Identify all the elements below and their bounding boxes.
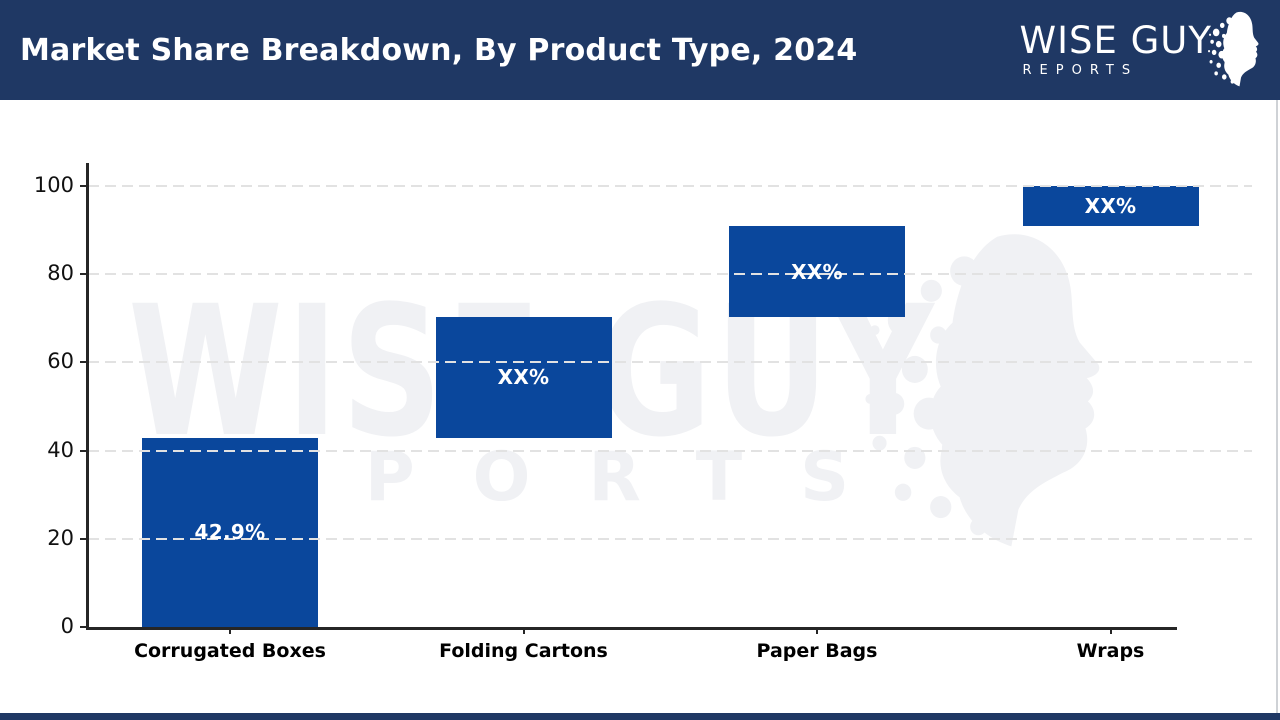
- page-title: Market Share Breakdown, By Product Type,…: [20, 32, 858, 68]
- gridline: [88, 273, 1252, 276]
- x-tick-mark: [522, 627, 525, 634]
- brand-name: WISE GUY: [1019, 19, 1212, 63]
- x-category-label: Wraps: [1076, 640, 1145, 662]
- x-tick-mark: [229, 627, 231, 634]
- header-bar: Market Share Breakdown, By Product Type,…: [0, 0, 1280, 100]
- gridline: [88, 361, 1252, 364]
- y-tick-mark: [80, 626, 88, 628]
- bar-value-label: XX%: [497, 365, 550, 390]
- y-axis-line: [86, 163, 89, 630]
- x-category-label: Corrugated Boxes: [134, 640, 326, 662]
- bar-segment: [1022, 186, 1199, 227]
- x-category-label: Folding Cartons: [439, 640, 608, 662]
- brand-subtitle: REPORTS: [1022, 62, 1139, 78]
- gridline: [88, 185, 1252, 187]
- y-tick-mark: [80, 185, 88, 187]
- bar-value-label: 42.9%: [194, 520, 266, 545]
- watermark-face-icon: [865, 234, 1100, 547]
- y-tick-mark: [80, 273, 88, 276]
- brand-face-icon: [1208, 11, 1259, 87]
- y-tick-label: 80: [47, 261, 74, 286]
- x-tick-mark: [816, 627, 818, 634]
- gridline: [88, 537, 1252, 540]
- footer-bar: [0, 713, 1280, 720]
- bar-value-label: XX%: [1084, 194, 1137, 219]
- y-tick-label: 100: [33, 173, 74, 197]
- y-tick-label: 0: [60, 614, 74, 638]
- y-tick-label: 40: [47, 437, 74, 462]
- bar-segment: [142, 437, 318, 627]
- bar-value-label: XX%: [791, 259, 843, 284]
- y-tick-mark: [80, 449, 88, 452]
- y-tick-label: 20: [47, 525, 74, 550]
- y-tick-mark: [80, 537, 88, 540]
- brand-logo: WISE GUY REPORTS: [1020, 6, 1272, 94]
- gridline: [88, 449, 1252, 452]
- y-tick-label: 60: [47, 349, 74, 374]
- bar-segment: [729, 226, 905, 317]
- bar-segment: [435, 316, 612, 438]
- right-border-line: [1276, 100, 1278, 713]
- x-tick-mark: [1109, 627, 1112, 634]
- x-axis-line: [86, 627, 1177, 630]
- y-tick-mark: [80, 361, 88, 364]
- x-category-label: Paper Bags: [756, 640, 878, 662]
- brand-logo-text: WISE GUY REPORTS: [1019, 19, 1212, 78]
